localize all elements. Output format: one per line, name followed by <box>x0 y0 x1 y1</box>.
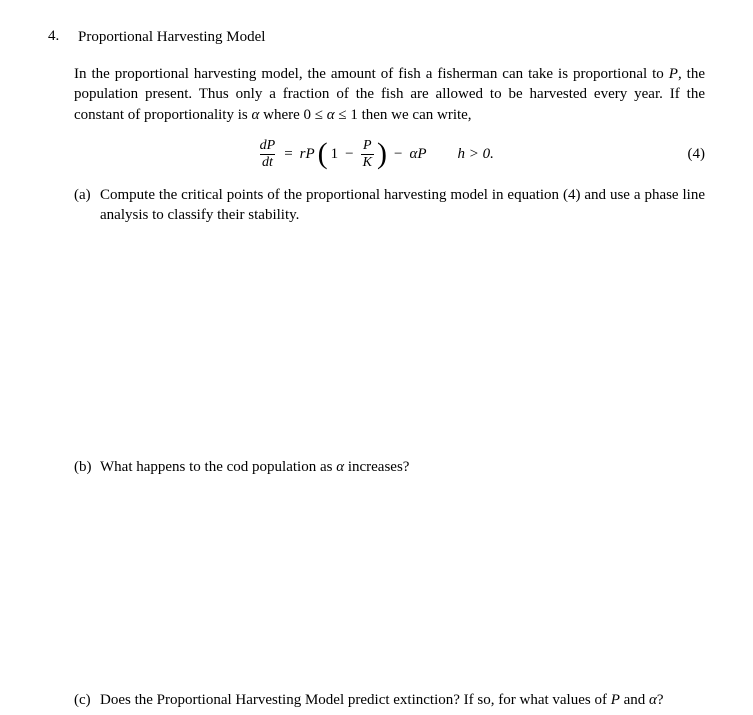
problem-number: 4. <box>48 28 74 45</box>
part-b-text: What happens to the cod population as α … <box>100 457 705 477</box>
equation-number: (4) <box>678 146 706 163</box>
part-c-label: (c) <box>74 690 100 710</box>
eq-sign: = <box>284 146 292 163</box>
condition: h > 0. <box>458 146 494 163</box>
problem-title: Proportional Harvesting Model <box>78 29 265 46</box>
part-b-label: (b) <box>74 457 100 477</box>
frac-dpdt: dP dt <box>258 139 278 170</box>
one: 1 <box>331 146 339 163</box>
part-c-text: Does the Proportional Harvesting Model p… <box>100 690 705 710</box>
page: 4. Proportional Harvesting Model In the … <box>0 0 753 710</box>
part-a-text: Compute the critical points of the propo… <box>100 185 705 226</box>
part-b: (b) What happens to the cod population a… <box>74 457 705 477</box>
minus1: − <box>345 146 353 163</box>
frac-den: dt <box>260 154 275 170</box>
lparen: ( <box>318 142 328 166</box>
rparen: ) <box>377 142 387 166</box>
minus2: − <box>394 146 402 163</box>
part-a-label: (a) <box>74 185 100 226</box>
inner-num: P <box>361 139 374 154</box>
equation-body: dP dt = rP ( 1 − P K ) − αP h > 0. <box>258 139 494 170</box>
problem-header: 4. Proportional Harvesting Model <box>48 28 705 46</box>
part-c: (c) Does the Proportional Harvesting Mod… <box>74 690 705 710</box>
frac-pk: P K <box>361 139 374 170</box>
equation: dP dt = rP ( 1 − P K ) − αP h > 0. (4) <box>74 133 705 177</box>
alphaP: αP <box>409 146 426 163</box>
rP: rP <box>300 146 315 163</box>
problem-intro: In the proportional harvesting model, th… <box>74 64 705 125</box>
frac-num: dP <box>258 139 278 154</box>
part-a: (a) Compute the critical points of the p… <box>74 185 705 226</box>
inner-den: K <box>361 154 374 170</box>
